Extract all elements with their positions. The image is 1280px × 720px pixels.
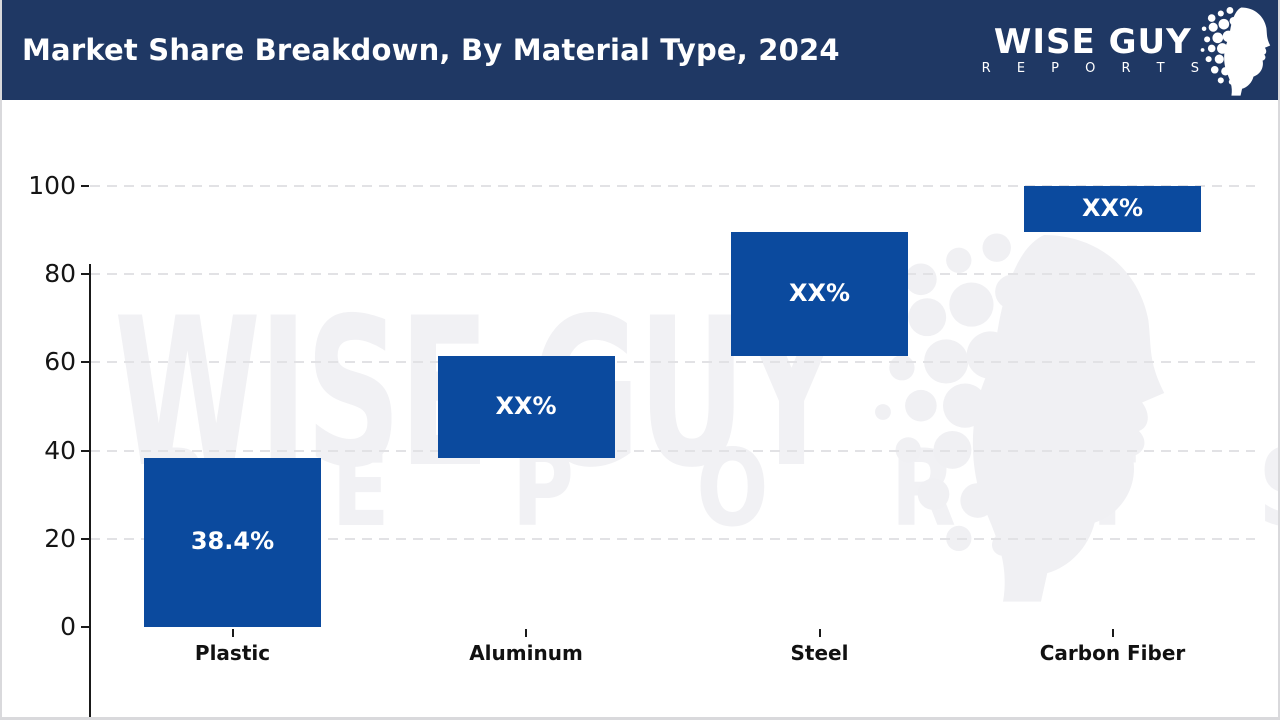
y-tick-mark <box>81 537 89 540</box>
x-tick-mark <box>1111 629 1114 637</box>
x-tick-label: Carbon Fiber <box>1039 641 1186 665</box>
y-axis-line <box>89 264 91 717</box>
y-tick-mark <box>81 273 89 276</box>
y-tick-label: 100 <box>28 171 76 200</box>
y-tick-label: 40 <box>44 435 76 465</box>
gridline <box>90 273 1255 276</box>
x-tick-label: Steel <box>790 641 849 665</box>
x-tick-mark <box>525 629 527 637</box>
x-tick-label: Plastic <box>194 641 271 665</box>
y-tick-mark <box>81 626 89 628</box>
x-tick-label: Aluminum <box>469 641 583 665</box>
head-profile-icon <box>1200 7 1271 96</box>
y-tick-label: 80 <box>44 259 76 289</box>
brand-logo-name: WISE GUY <box>993 22 1192 62</box>
y-tick-mark <box>81 361 89 364</box>
y-tick-mark <box>81 449 89 452</box>
bar-value-label: XX% <box>495 391 557 420</box>
gridline <box>90 185 1255 187</box>
y-tick-mark <box>81 185 89 187</box>
y-tick-label: 20 <box>44 523 76 553</box>
header-bar: Market Share Breakdown, By Material Type… <box>2 0 1278 100</box>
brand-logo: WISE GUY R E P O R T S <box>976 0 1274 100</box>
gridline <box>90 537 1255 540</box>
watermark-head-profile-icon <box>875 233 1165 602</box>
y-tick-label: 60 <box>44 347 76 377</box>
bar-aluminum <box>437 355 615 458</box>
chart-area: 0 20 40 60 80 100 38.4% Plastic XX% Aluminum XX% St… <box>2 100 1278 717</box>
brand-logo-text: WISE GUY R E P O R T S <box>976 25 1210 75</box>
gridline <box>90 361 1255 364</box>
bar-plastic <box>144 457 321 627</box>
x-tick-mark <box>231 629 234 637</box>
bar-value-label: 38.4% <box>190 527 275 556</box>
bar-value-label: XX% <box>788 279 851 308</box>
bar-carbon-fiber <box>1024 186 1201 233</box>
x-tick-mark <box>818 629 821 637</box>
bar-steel <box>731 232 908 356</box>
brand-logo-subtitle: R E P O R T S <box>981 61 1210 76</box>
y-tick-label: 0 <box>60 612 76 641</box>
gridline <box>90 449 1255 452</box>
bar-value-label: XX% <box>1081 194 1144 223</box>
page-title: Market Share Breakdown, By Material Type… <box>22 33 840 67</box>
